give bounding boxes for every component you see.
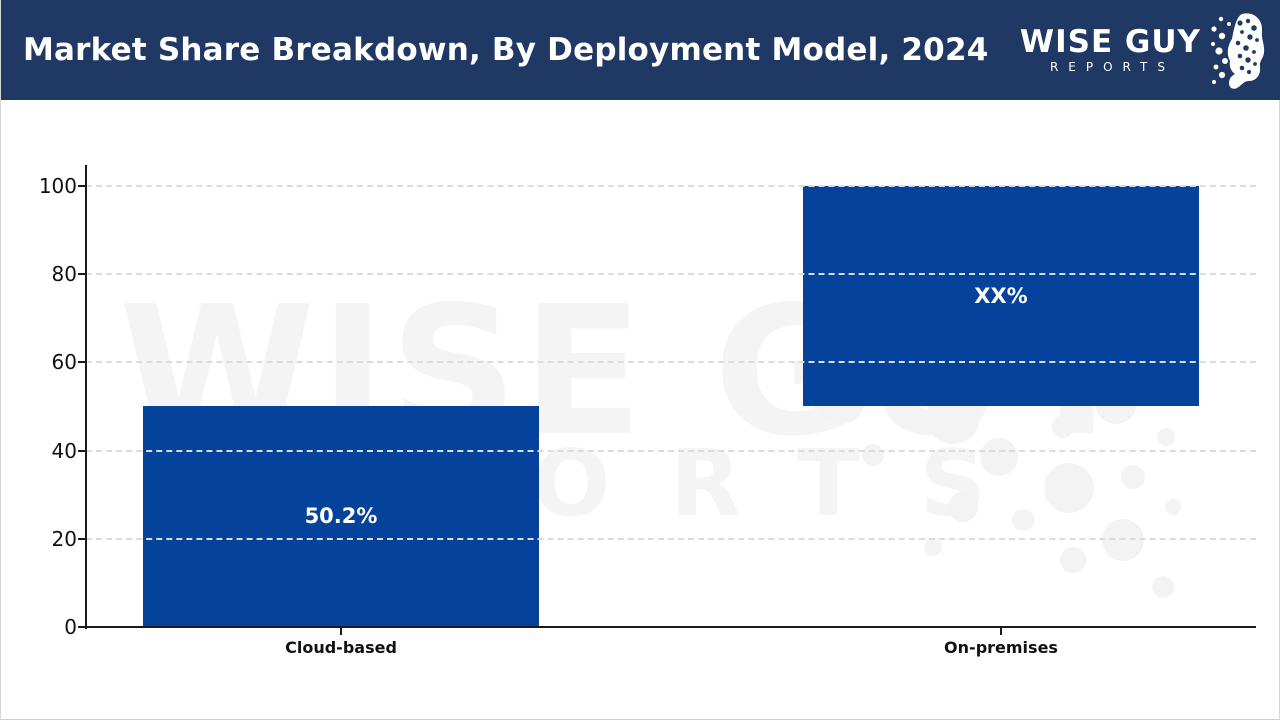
bar-cloud-based: 50.2% <box>143 405 539 627</box>
y-tick-label: 80 <box>51 262 77 287</box>
y-tick-label: 20 <box>51 526 77 551</box>
y-tick-mark <box>78 273 86 276</box>
y-tick-mark <box>78 185 86 187</box>
bar-value-label: XX% <box>974 283 1028 308</box>
logo-reports-text: REPORTS <box>1049 60 1175 74</box>
grid-line <box>86 449 1256 452</box>
wise-guy-reports-logo: WISE GUY REPORTS <box>1007 6 1267 94</box>
x-tick-mark <box>1000 627 1002 635</box>
x-tick-label: Cloud-based <box>285 638 397 657</box>
y-tick-mark <box>78 626 86 628</box>
y-axis-line <box>85 165 87 629</box>
y-tick-mark <box>78 537 86 540</box>
y-tick-mark <box>78 449 86 452</box>
header-bar: Market Share Breakdown, By Deployment Mo… <box>1 0 1280 100</box>
grid-line <box>86 273 1256 276</box>
bar-value-label: 50.2% <box>304 504 378 529</box>
x-axis-line <box>85 626 1256 628</box>
y-tick-label: 100 <box>38 174 77 198</box>
grid-line <box>86 361 1256 364</box>
logo-text: WISE GUY REPORTS <box>1020 26 1201 74</box>
y-tick-label: 0 <box>64 615 77 639</box>
x-tick-mark <box>340 627 342 635</box>
grid-line <box>86 185 1256 187</box>
y-tick-label: 60 <box>51 350 77 375</box>
y-tick-mark <box>78 361 86 364</box>
y-tick-label: 40 <box>51 438 77 463</box>
grid-line <box>86 537 1256 540</box>
x-tick-label: On-premises <box>944 638 1058 657</box>
bar-on-premises: XX% <box>803 186 1199 406</box>
wiseguy-head-icon <box>1210 13 1265 89</box>
page-title: Market Share Breakdown, By Deployment Mo… <box>23 32 989 68</box>
logo-wordmark: WISE GUY <box>1019 24 1201 60</box>
